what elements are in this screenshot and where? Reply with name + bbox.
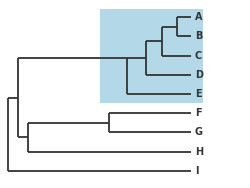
Text: G: G [195, 127, 203, 137]
Text: A: A [195, 12, 202, 22]
Text: I: I [195, 166, 198, 176]
Text: H: H [195, 147, 203, 157]
Text: B: B [195, 31, 202, 41]
Text: C: C [195, 51, 202, 61]
Bar [100, 9, 202, 103]
Text: D: D [195, 70, 203, 80]
Text: E: E [195, 89, 202, 99]
Text: F: F [195, 108, 202, 118]
